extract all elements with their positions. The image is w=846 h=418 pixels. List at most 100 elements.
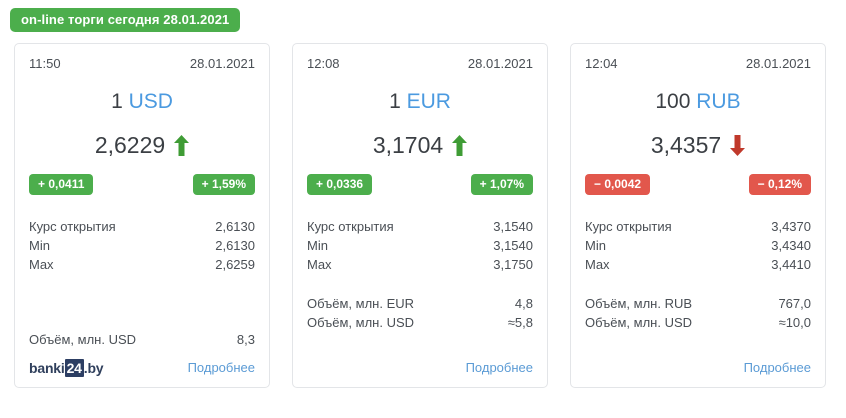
- logo-badge-24: 24: [64, 358, 84, 377]
- stat-row-open: Курс открытия 2,6130: [29, 217, 255, 236]
- banner-row: on-line торги сегодня 28.01.2021: [0, 0, 846, 32]
- stat-value: 2,6130: [215, 238, 255, 253]
- delta-badges: − 0,0042 − 0,12%: [585, 174, 811, 195]
- pair-amount: 100: [655, 90, 691, 113]
- stat-label: Min: [307, 238, 328, 253]
- volume-block: Объём, млн. EUR 4,8 Объём, млн. USD ≈5,8: [307, 294, 533, 332]
- rate-row: 3,1704: [307, 134, 533, 157]
- quote-time: 12:04: [585, 56, 618, 71]
- card-footer: Подробнее: [585, 360, 811, 375]
- card-footer: Подробнее: [307, 360, 533, 375]
- volume-row: Объём, млн. RUB 767,0: [585, 294, 811, 313]
- more-details-link[interactable]: Подробнее: [465, 360, 533, 375]
- stat-row-max: Max 3,4410: [585, 255, 811, 274]
- logo-text-tld: .by: [83, 359, 104, 376]
- volume-value: 4,8: [514, 296, 533, 311]
- rate-value: 3,1704: [372, 132, 444, 158]
- pair-amount: 1: [111, 90, 123, 113]
- stat-value: 3,4370: [771, 219, 811, 234]
- delta-badges: + 0,0336 + 1,07%: [307, 174, 533, 195]
- rate-row: 3,4357: [585, 134, 811, 157]
- logo-text-main: banki: [29, 359, 65, 376]
- volume-block: Объём, млн. USD 8,3: [29, 330, 255, 349]
- delta-percent-badge: + 1,59%: [192, 174, 255, 195]
- arrow-down-icon: [730, 135, 746, 156]
- stat-row-open: Курс открытия 3,1540: [307, 217, 533, 236]
- session-banner: on-line торги сегодня 28.01.2021: [10, 8, 241, 32]
- quote-date: 28.01.2021: [467, 56, 533, 71]
- stats-block: Курс открытия 3,1540 Min 3,1540 Max 3,17…: [307, 217, 533, 274]
- more-details-link[interactable]: Подробнее: [187, 360, 255, 375]
- stat-label: Min: [29, 238, 50, 253]
- card-footer: banki 24 .by Подробнее: [29, 358, 255, 377]
- stat-value: 3,1750: [493, 257, 533, 272]
- volume-label: Объём, млн. USD: [29, 332, 137, 347]
- currency-card-eur[interactable]: 12:08 28.01.2021 1 EUR 3,1704 + 0,0336 +…: [292, 43, 548, 388]
- volume-row: Объём, млн. USD ≈10,0: [585, 313, 811, 332]
- stat-row-min: Min 2,6130: [29, 236, 255, 255]
- stat-row-max: Max 3,1750: [307, 255, 533, 274]
- stat-label: Max: [307, 257, 332, 272]
- volume-row: Объём, млн. USD 8,3: [29, 330, 255, 349]
- rate-value: 3,4357: [650, 132, 722, 158]
- rate-value: 2,6229: [94, 132, 166, 158]
- stat-label: Курс открытия: [585, 219, 672, 234]
- currency-cards: 11:50 28.01.2021 1 USD 2,6229 + 0,0411 +…: [0, 32, 846, 388]
- currency-card-rub[interactable]: 12:04 28.01.2021 100 RUB 3,4357 − 0,0042…: [570, 43, 826, 388]
- arrow-up-icon: [174, 135, 190, 156]
- arrow-up-icon: [452, 135, 468, 156]
- pair-title: 1 USD: [29, 91, 255, 112]
- stat-value: 2,6130: [215, 219, 255, 234]
- delta-percent-badge: − 0,12%: [748, 174, 811, 195]
- rate-row: 2,6229: [29, 134, 255, 157]
- stat-label: Курс открытия: [307, 219, 394, 234]
- stat-value: 3,1540: [493, 219, 533, 234]
- volume-value: ≈5,8: [507, 315, 533, 330]
- delta-absolute-badge: + 0,0411: [29, 174, 94, 195]
- delta-percent-badge: + 1,07%: [470, 174, 533, 195]
- volume-label: Объём, млн. RUB: [585, 296, 693, 311]
- banki24-logo: banki 24 .by: [29, 358, 104, 377]
- quote-time: 11:50: [29, 56, 61, 71]
- volume-label: Объём, млн. USD: [585, 315, 693, 330]
- stats-block: Курс открытия 3,4370 Min 3,4340 Max 3,44…: [585, 217, 811, 274]
- delta-badges: + 0,0411 + 1,59%: [29, 174, 255, 195]
- volume-label: Объём, млн. EUR: [307, 296, 415, 311]
- delta-absolute-badge: − 0,0042: [585, 174, 651, 195]
- volume-value: 8,3: [236, 332, 255, 347]
- pair-code: RUB: [696, 90, 741, 113]
- volume-block: Объём, млн. RUB 767,0 Объём, млн. USD ≈1…: [585, 294, 811, 332]
- stat-row-open: Курс открытия 3,4370: [585, 217, 811, 236]
- pair-title: 100 RUB: [585, 91, 811, 112]
- stat-label: Max: [585, 257, 610, 272]
- stat-value: 3,1540: [493, 238, 533, 253]
- volume-row: Объём, млн. USD ≈5,8: [307, 313, 533, 332]
- more-details-link[interactable]: Подробнее: [743, 360, 811, 375]
- stat-label: Min: [585, 238, 606, 253]
- pair-amount: 1: [389, 90, 401, 113]
- quote-date: 28.01.2021: [189, 56, 255, 71]
- pair-code: EUR: [406, 90, 451, 113]
- pair-code: USD: [128, 90, 173, 113]
- quote-date: 28.01.2021: [745, 56, 811, 71]
- volume-row: Объём, млн. EUR 4,8: [307, 294, 533, 313]
- card-header: 12:08 28.01.2021: [307, 56, 533, 71]
- stat-label: Курс открытия: [29, 219, 116, 234]
- stat-row-min: Min 3,1540: [307, 236, 533, 255]
- stat-row-min: Min 3,4340: [585, 236, 811, 255]
- pair-title: 1 EUR: [307, 91, 533, 112]
- card-header: 11:50 28.01.2021: [29, 56, 255, 71]
- quote-time: 12:08: [307, 56, 340, 71]
- stat-value: 3,4410: [771, 257, 811, 272]
- stat-value: 2,6259: [215, 257, 255, 272]
- stat-row-max: Max 2,6259: [29, 255, 255, 274]
- volume-label: Объём, млн. USD: [307, 315, 415, 330]
- card-header: 12:04 28.01.2021: [585, 56, 811, 71]
- stat-value: 3,4340: [771, 238, 811, 253]
- delta-absolute-badge: + 0,0336: [307, 174, 373, 195]
- volume-value: 767,0: [778, 296, 811, 311]
- currency-card-usd[interactable]: 11:50 28.01.2021 1 USD 2,6229 + 0,0411 +…: [14, 43, 270, 388]
- volume-value: ≈10,0: [778, 315, 811, 330]
- stats-block: Курс открытия 2,6130 Min 2,6130 Max 2,62…: [29, 217, 255, 274]
- stat-label: Max: [29, 257, 54, 272]
